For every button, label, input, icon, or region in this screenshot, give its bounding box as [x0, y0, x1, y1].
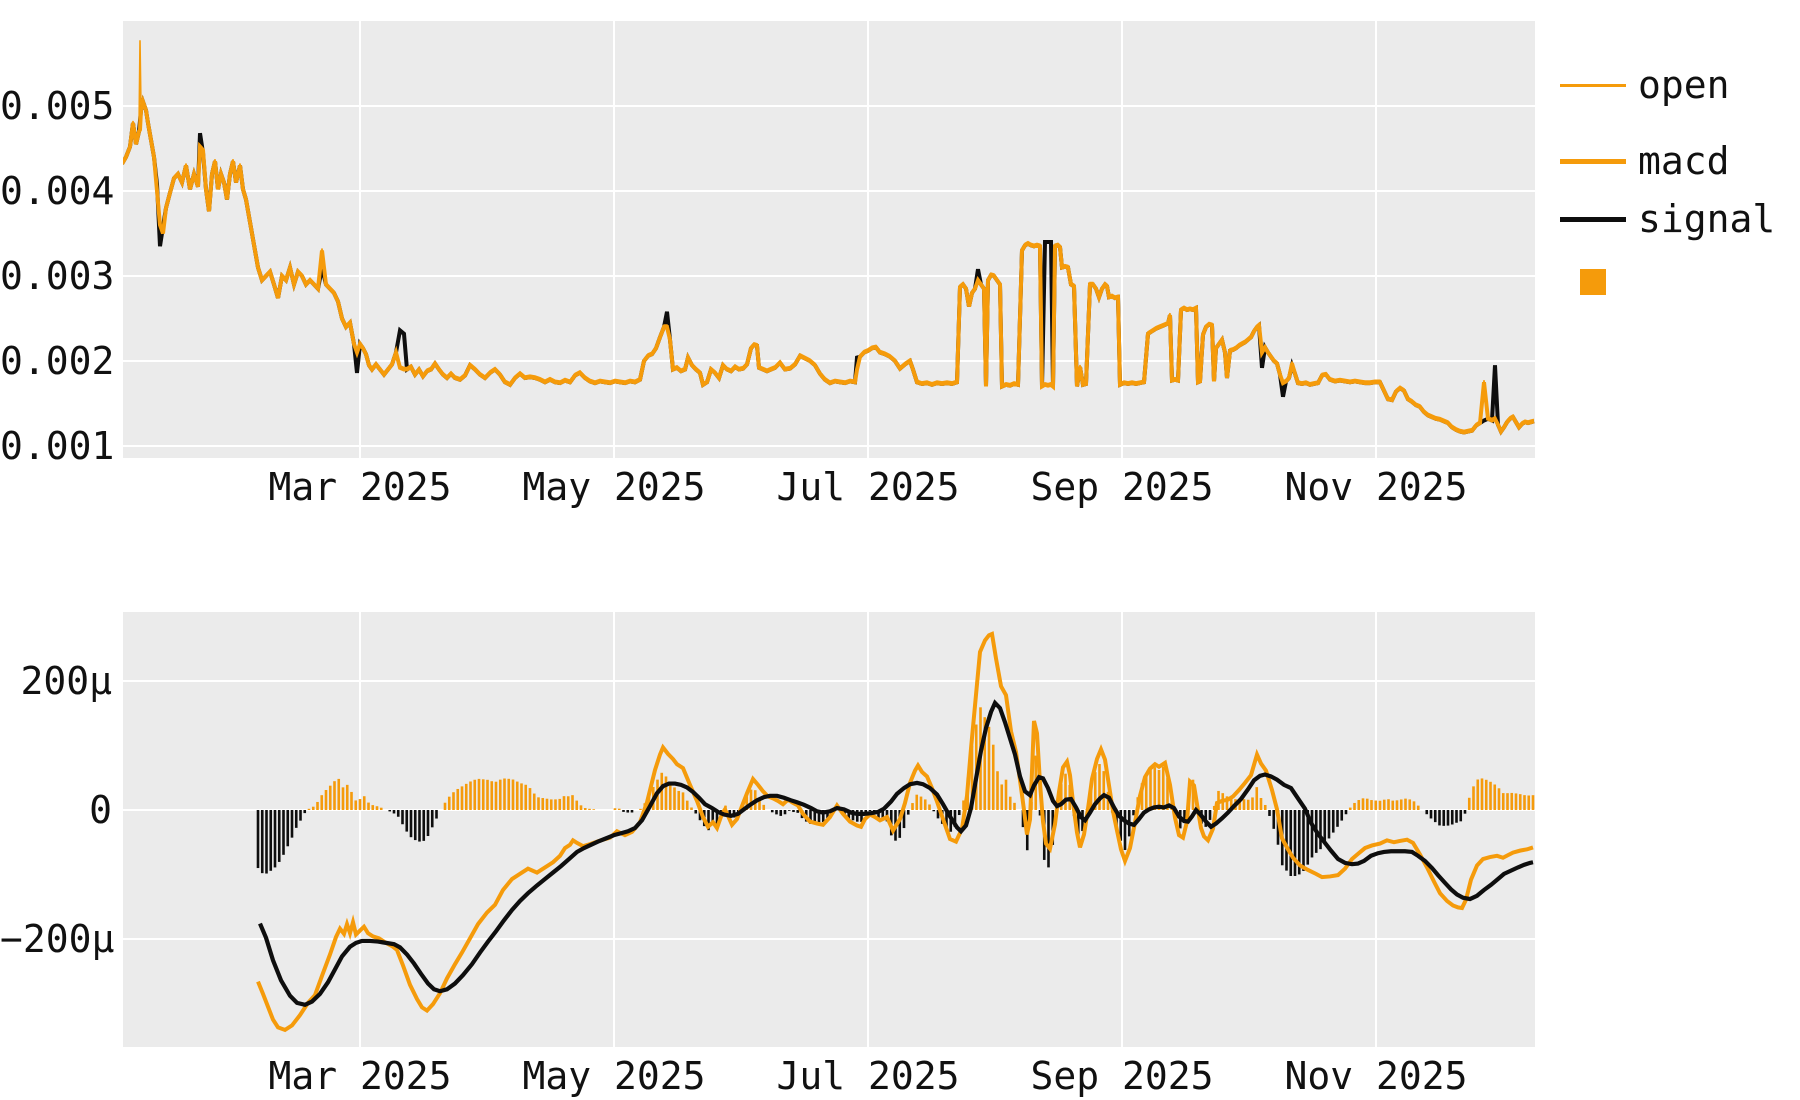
legend-label-open: open	[1638, 63, 1730, 107]
price-x-tick-label: Nov 2025	[1284, 465, 1468, 509]
price-chart-svg	[123, 21, 1535, 458]
price-x-tick-label: Mar 2025	[268, 465, 452, 509]
histogram-square-swatch-icon	[1580, 269, 1606, 295]
macd-x-tick-label: May 2025	[522, 1054, 706, 1098]
legend-item-open: open	[1560, 66, 1798, 104]
legend-item-macd: macd	[1560, 142, 1798, 180]
price-y-tick-label: 0.004	[0, 169, 115, 213]
macd-y-tick-label: 0	[89, 788, 112, 832]
macd-x-tick-label: Sep 2025	[1030, 1054, 1214, 1098]
price-chart-axes	[123, 21, 1535, 458]
macd-x-tick-label: Nov 2025	[1284, 1054, 1468, 1098]
price-x-tick-label: Sep 2025	[1030, 465, 1214, 509]
macd-chart-svg	[123, 612, 1535, 1047]
macd-line-swatch-icon	[1560, 158, 1626, 164]
price-y-tick-label: 0.001	[0, 424, 115, 468]
macd-chart-axes	[123, 612, 1535, 1047]
macd-x-tick-label: Mar 2025	[268, 1054, 452, 1098]
legend: open macd signal	[1560, 20, 1798, 320]
macd-x-tick-label: Jul 2025	[776, 1054, 960, 1098]
price-x-tick-label: Jul 2025	[776, 465, 960, 509]
legend-item-signal: signal	[1560, 200, 1798, 238]
macd-y-tick-label: −200µ	[0, 917, 115, 961]
legend-label-signal: signal	[1638, 197, 1776, 241]
open-line-swatch-icon	[1560, 83, 1626, 87]
legend-label-macd: macd	[1638, 139, 1730, 183]
macd-y-tick-label: 200µ	[20, 659, 112, 703]
price-y-tick-label: 0.003	[0, 254, 115, 298]
legend-item-histogram	[1560, 269, 1798, 295]
price-x-tick-label: May 2025	[522, 465, 706, 509]
price-y-tick-label: 0.002	[0, 339, 115, 383]
price-y-tick-label: 0.005	[0, 84, 115, 128]
signal-line-swatch-icon	[1560, 216, 1626, 222]
